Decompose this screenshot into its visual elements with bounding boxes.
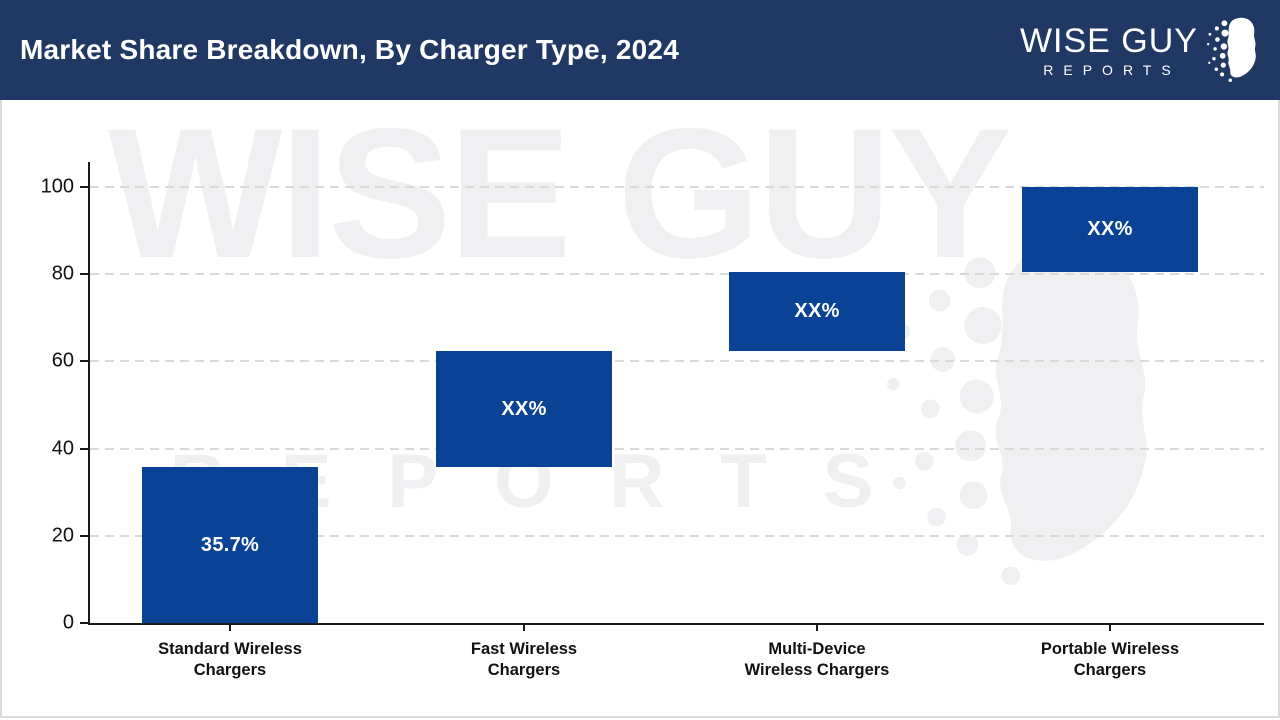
gridline-60 (90, 360, 1264, 363)
gridline-80 (90, 273, 1264, 276)
y-tick-80 (80, 273, 88, 276)
gridline-100 (90, 186, 1264, 188)
watermark-face-icon (887, 243, 1147, 585)
x-tick-4 (1109, 623, 1111, 631)
y-tick-20 (80, 534, 88, 537)
frame-border-left (0, 100, 2, 716)
watermark-wordmark: WISE GUY (108, 91, 1012, 297)
wise-guy-logo: WISE GUY REPORTS (1020, 10, 1266, 90)
frame-border-bottom (0, 716, 1280, 718)
category-label-1: Standard Wireless Chargers (100, 639, 360, 680)
category-label-3: Multi-Device Wireless Chargers (687, 639, 947, 680)
y-axis-line (88, 162, 90, 625)
logo-subtitle: REPORTS (1043, 61, 1181, 78)
x-tick-1 (229, 623, 231, 631)
y-tick-40 (80, 447, 88, 450)
category-label-line: Fast Wireless (470, 640, 578, 658)
y-tick-60 (80, 360, 88, 363)
bar-value-label-3: XX% (794, 299, 840, 322)
header: Market Share Breakdown, By Charger Type,… (0, 0, 1280, 100)
y-tick-label-80: 80 (51, 262, 74, 285)
bar-segment-3: XX% (729, 272, 905, 351)
y-tick-label-100: 100 (40, 175, 74, 198)
logo-face-icon (1206, 17, 1256, 82)
y-tick-label-20: 20 (51, 524, 74, 547)
x-tick-2 (523, 623, 525, 631)
gridline-20 (90, 534, 1264, 537)
category-label-4: Portable Wireless Chargers (980, 639, 1240, 680)
category-label-line: Portable Wireless (1040, 640, 1180, 658)
bar-segment-1: 35.7% (142, 467, 318, 623)
category-label-line: Wireless Chargers (744, 660, 890, 679)
category-label-2: Fast Wireless Chargers (394, 639, 654, 680)
logo-text: WISE GUY REPORTS (1020, 24, 1198, 77)
frame-border-right (1278, 100, 1280, 716)
y-tick-label-0: 0 (62, 611, 74, 634)
category-label-line: Standard Wireless (158, 640, 302, 658)
logo-wordmark: WISE GUY (1019, 21, 1198, 60)
category-label-line: Chargers (193, 660, 267, 679)
x-axis-line (88, 623, 1264, 625)
bar-segment-4: XX% (1022, 187, 1198, 273)
y-tick-0 (80, 622, 88, 624)
gridline-40 (90, 447, 1264, 450)
bar-value-label-2: XX% (501, 397, 547, 420)
page-title: Market Share Breakdown, By Charger Type,… (20, 34, 679, 65)
category-label-line: Multi-Device (768, 640, 866, 658)
x-tick-3 (816, 623, 818, 631)
bar-value-label-4: XX% (1087, 218, 1133, 240)
y-tick-100 (80, 186, 88, 188)
y-tick-label-60: 60 (51, 349, 74, 372)
y-tick-label-40: 40 (51, 437, 74, 460)
category-label-line: Chargers (1073, 660, 1147, 679)
bar-value-label-1: 35.7% (200, 533, 260, 556)
chart-area: WISE GUY REPORTS 0 20 40 60 80 100 35.7% Standa… (0, 91, 1280, 720)
category-label-line: Chargers (487, 660, 561, 679)
bar-segment-2: XX% (436, 350, 612, 468)
